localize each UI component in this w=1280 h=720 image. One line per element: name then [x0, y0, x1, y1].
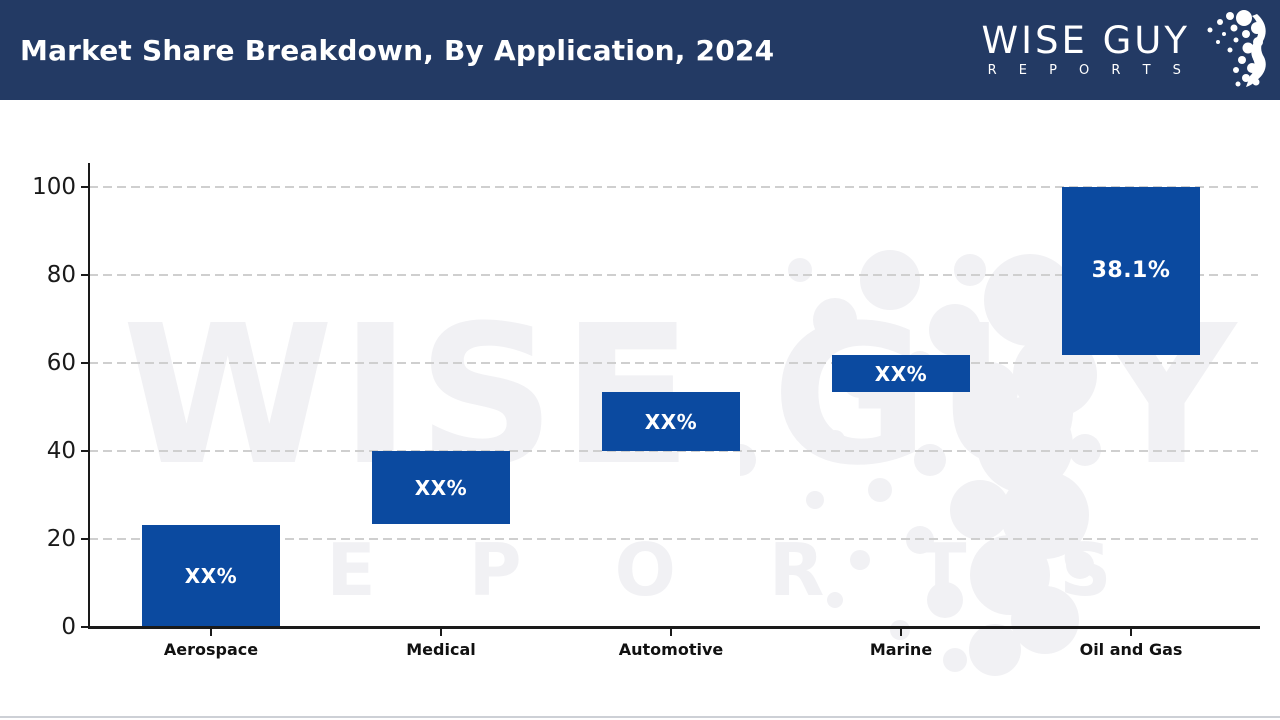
x-axis-line	[88, 626, 1260, 629]
y-tick-mark	[81, 274, 89, 276]
bar-medical: XX%	[372, 451, 510, 525]
page-title: Market Share Breakdown, By Application, …	[20, 33, 775, 67]
y-tick-label: 0	[61, 614, 76, 640]
gridline	[89, 362, 1258, 364]
logo-subtitle: R E P O R T S	[987, 63, 1190, 78]
x-category-label: Marine	[869, 640, 933, 659]
y-tick-label: 60	[46, 350, 76, 376]
x-category-label: Aerospace	[163, 640, 259, 659]
y-tick-mark	[81, 450, 89, 452]
y-axis-line	[88, 163, 90, 629]
x-category-label: Oil and Gas	[1079, 640, 1183, 659]
bar-aerospace: XX%	[142, 524, 280, 627]
x-tick-mark	[210, 627, 212, 636]
logo-wordmark: WISE GUY	[981, 19, 1190, 62]
y-tick-mark	[81, 538, 89, 540]
y-tick-label: 100	[32, 174, 76, 200]
y-tick-label: 20	[46, 526, 76, 552]
x-tick-mark	[900, 627, 902, 636]
y-tick-mark	[81, 626, 89, 628]
page-bottom-border	[0, 716, 1280, 718]
x-category-label: Automotive	[618, 640, 724, 659]
bar-value-label: 38.1%	[1091, 258, 1171, 284]
gridline	[89, 186, 1258, 188]
x-category-label: Medical	[406, 640, 476, 659]
y-tick-mark	[81, 186, 89, 188]
gridline	[89, 538, 1258, 540]
x-tick-mark	[440, 627, 442, 636]
gridline	[89, 450, 1258, 452]
logo-text: WISE GUY R E P O R T S	[982, 22, 1190, 78]
bar-value-label: XX%	[874, 361, 928, 386]
bar-value-label: XX%	[644, 409, 698, 434]
y-tick-label: 40	[46, 438, 76, 464]
y-tick-label: 80	[46, 262, 76, 288]
bar-marine: XX%	[832, 354, 970, 393]
bar-value-label: XX%	[184, 563, 238, 588]
bar-oil-and-gas: 38.1%	[1062, 187, 1200, 355]
bar-value-label: XX%	[414, 475, 468, 500]
x-tick-mark	[670, 627, 672, 636]
logo-face-dots-icon	[1207, 10, 1266, 87]
y-tick-mark	[81, 362, 89, 364]
gridline	[89, 274, 1258, 276]
wise-guy-reports-logo: WISE GUY R E P O R T S	[982, 8, 1266, 92]
header-band: Market Share Breakdown, By Application, …	[0, 0, 1280, 100]
x-tick-mark	[1130, 627, 1132, 636]
bar-automotive: XX%	[602, 392, 740, 451]
